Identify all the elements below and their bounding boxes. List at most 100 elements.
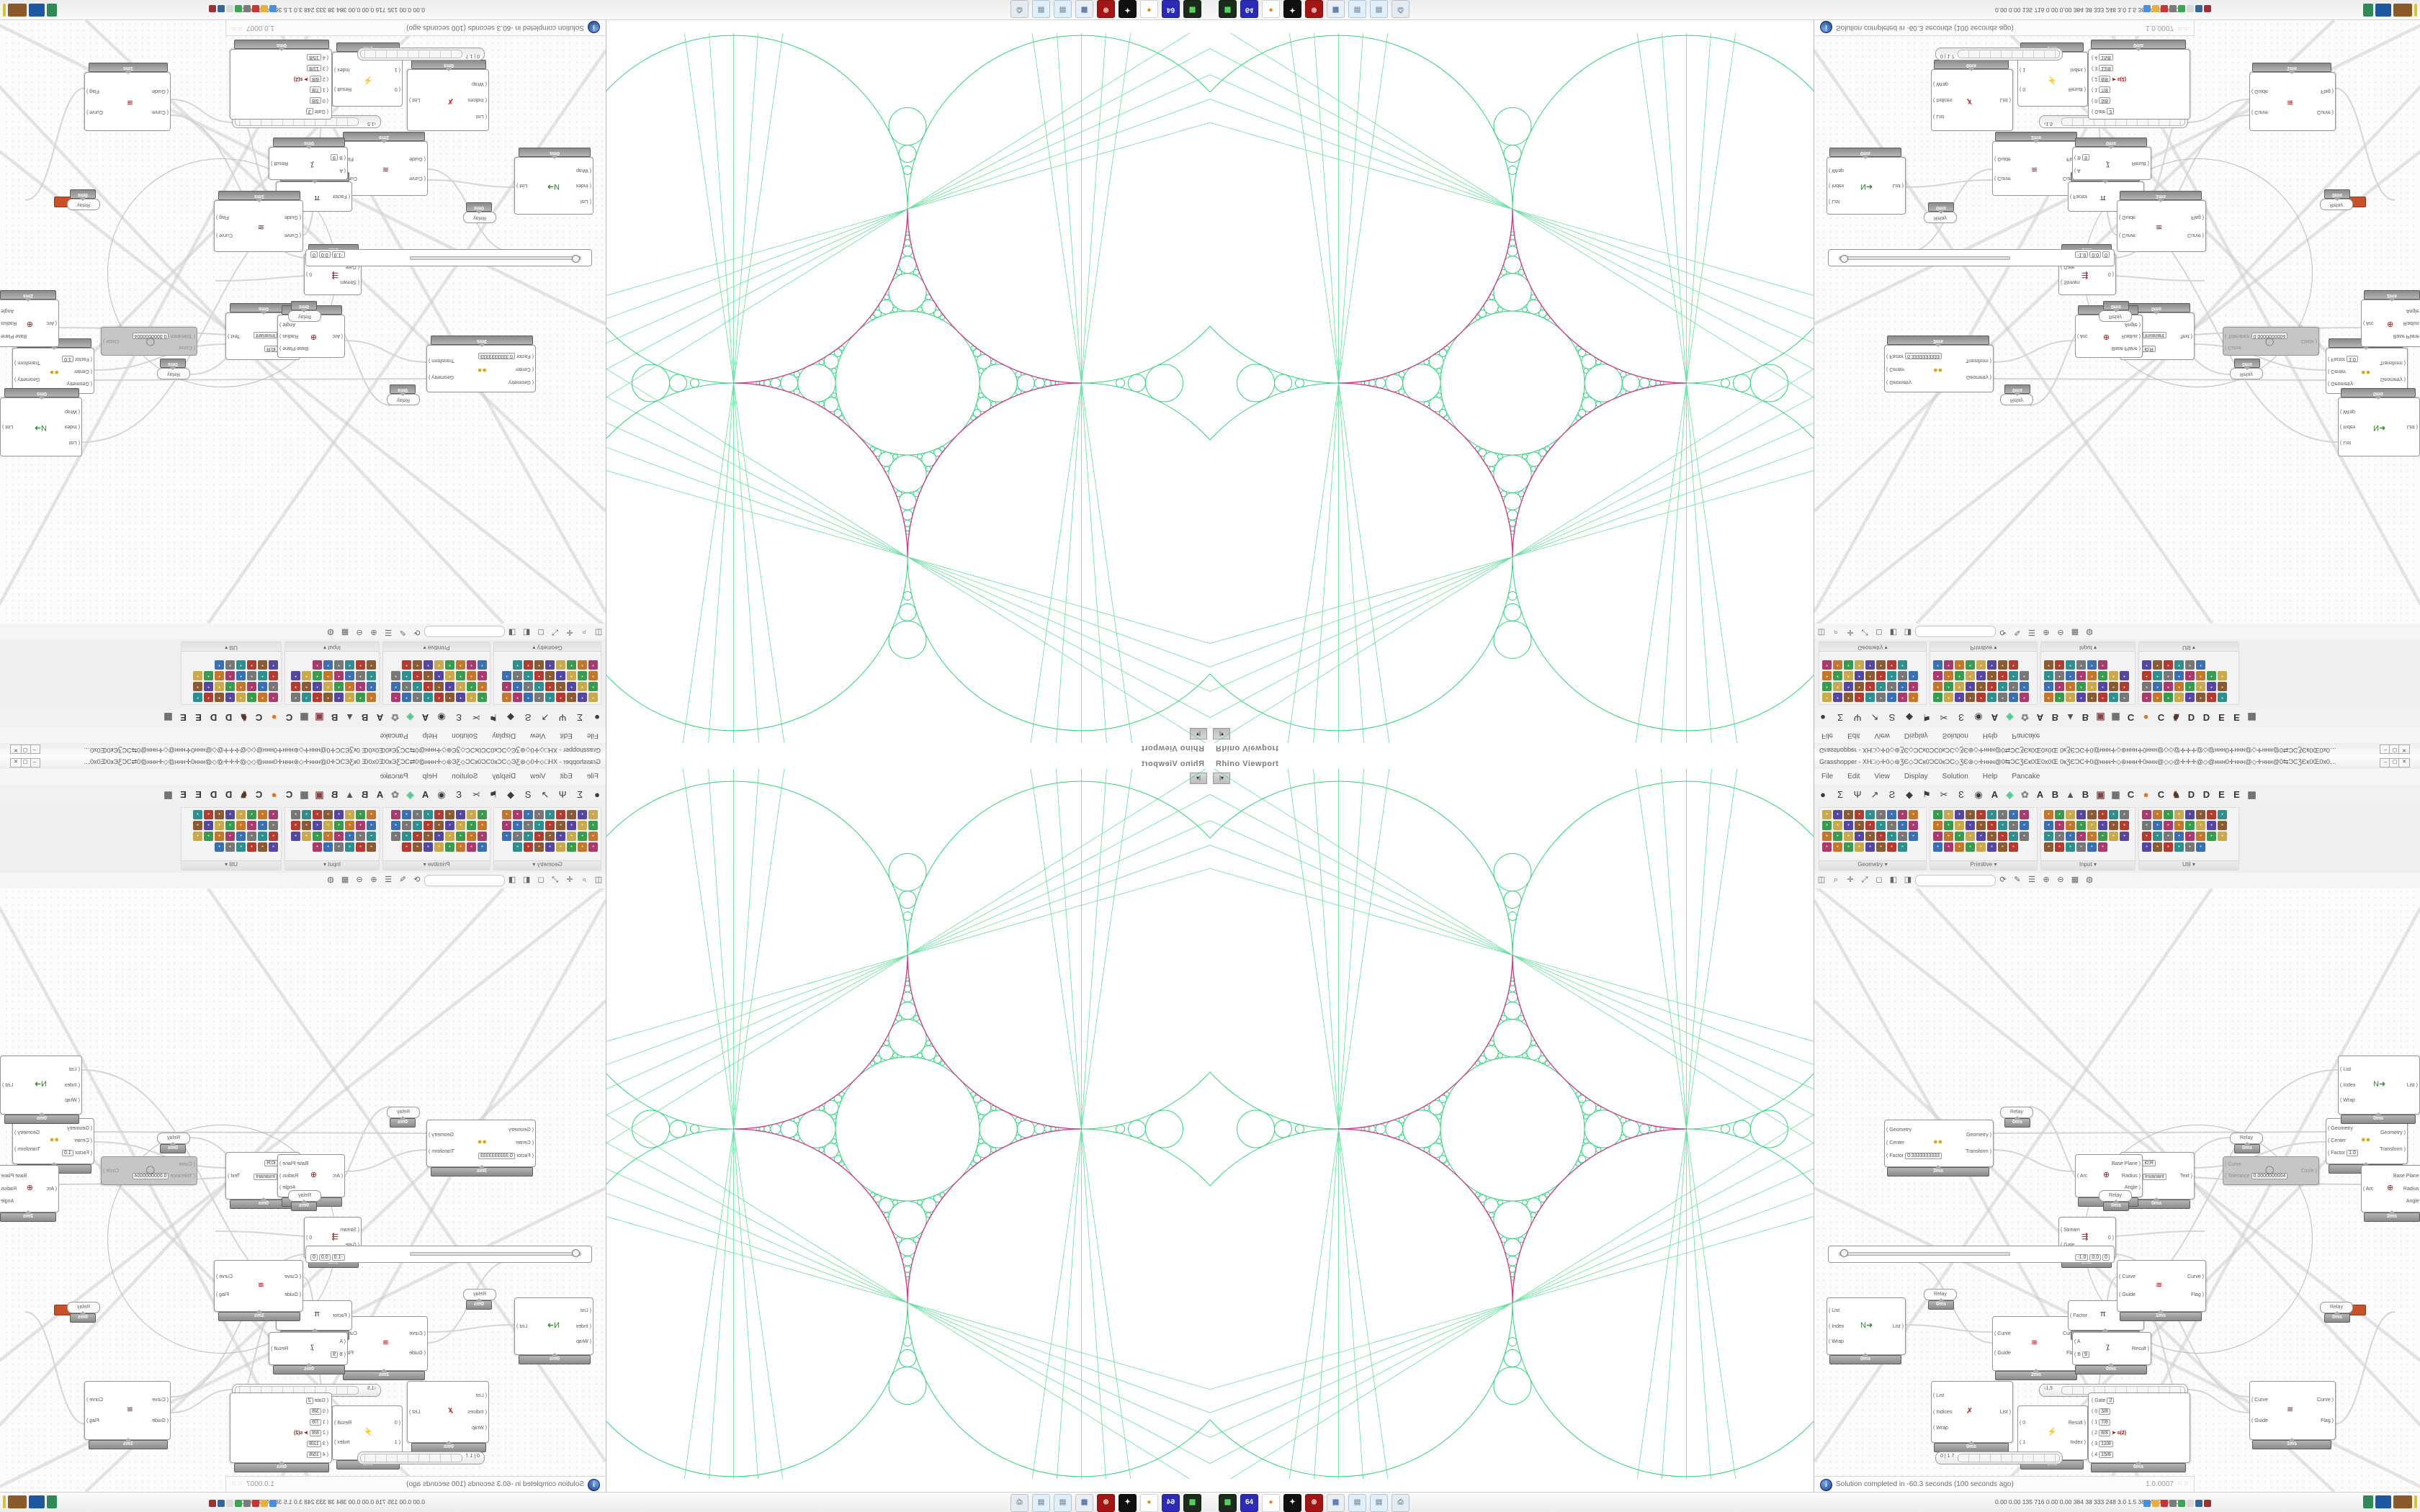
taskbar-app-red-badge[interactable]: ⊛	[1305, 1494, 1323, 1512]
component-icon[interactable]: •	[2142, 821, 2151, 830]
component-icon[interactable]: •	[534, 693, 544, 702]
port-output[interactable]: Curve )	[86, 109, 103, 114]
component-icon[interactable]: •	[1944, 693, 1953, 702]
component-icon[interactable]: •	[1998, 660, 2007, 670]
component-icon[interactable]: •	[1833, 842, 1842, 852]
component-icon[interactable]: •	[456, 821, 465, 830]
component-icon[interactable]: •	[247, 671, 256, 680]
port-output[interactable]: Radius )	[2403, 1186, 2420, 1192]
component-icon[interactable]: •	[323, 842, 333, 852]
component-icon[interactable]: •	[524, 671, 533, 680]
taskbar-app-notepad-2[interactable]: ▤	[1032, 0, 1050, 18]
toolbar-icon[interactable]: ✛	[1847, 876, 1854, 884]
component-icon[interactable]: •	[391, 693, 400, 702]
component-icon[interactable]: •	[1865, 660, 1875, 670]
component-icon[interactable]: •	[345, 693, 354, 702]
ribbon-tab[interactable]: E	[2233, 712, 2240, 723]
ribbon-tab-icon[interactable]: Σ	[1837, 712, 1844, 723]
taskbar-app-firefox[interactable]: ●	[1262, 1494, 1280, 1512]
ribbon-tab[interactable]: ▦	[2111, 712, 2120, 723]
component-icon[interactable]: •	[1855, 810, 1864, 819]
component-icon[interactable]: •	[323, 810, 333, 819]
component-icon[interactable]: •	[478, 660, 487, 670]
component-icon[interactable]: •	[1966, 682, 1975, 691]
port-output[interactable]: Index )	[2070, 1440, 2086, 1445]
component-icon[interactable]: •	[434, 832, 444, 841]
component-icon[interactable]: •	[193, 821, 202, 830]
component-icon[interactable]: •	[334, 682, 344, 691]
component-icon[interactable]: •	[1855, 682, 1864, 691]
component-icon[interactable]: •	[2185, 682, 2195, 691]
component-icon[interactable]: •	[269, 660, 278, 670]
component-icon[interactable]: •	[204, 671, 213, 680]
port-output[interactable]: Geometry )	[1966, 1132, 1991, 1138]
component-icon[interactable]: •	[2066, 821, 2075, 830]
component-icon[interactable]: •	[545, 660, 555, 670]
component-icon[interactable]: •	[2185, 810, 2195, 819]
rhino-viewport[interactable]: Rhino Viewport |▾	[1210, 756, 1814, 1492]
component-icon[interactable]: •	[269, 832, 278, 841]
port-input[interactable]: ( Guide	[1994, 1351, 2011, 1356]
gh-node[interactable]: ( List( Indices( Wrap List ) ✗	[407, 69, 489, 131]
port-input[interactable]: ( 1	[394, 1440, 400, 1445]
component-icon[interactable]: •	[215, 660, 224, 670]
component-icon[interactable]: •	[2207, 810, 2216, 819]
component-icon[interactable]: •	[567, 660, 576, 670]
component-icon[interactable]: •	[2009, 660, 2018, 670]
port-output[interactable]: Transform )	[429, 357, 454, 363]
gh-node[interactable]: ( List( Indices( Wrap List ) ✗	[407, 1381, 489, 1443]
component-icon[interactable]: •	[1944, 660, 1953, 670]
component-icon[interactable]: •	[1822, 832, 1832, 841]
ribbon-tab-icon[interactable]: Ψ	[558, 712, 567, 723]
component-icon[interactable]: •	[2153, 821, 2162, 830]
ribbon-tab[interactable]: A	[2036, 712, 2044, 723]
port-input[interactable]: ( Geometry	[2328, 381, 2354, 387]
component-icon[interactable]: •	[2218, 821, 2227, 830]
component-icon[interactable]: •	[1909, 810, 1918, 819]
component-icon[interactable]: •	[2098, 660, 2107, 670]
component-icon[interactable]: •	[456, 693, 465, 702]
port-output[interactable]: Base Plane )	[2111, 1161, 2141, 1167]
ribbon-tab[interactable]: D	[2187, 712, 2195, 723]
component-icon[interactable]: •	[215, 693, 224, 702]
component-icon[interactable]: •	[1976, 842, 1986, 852]
component-icon[interactable]: •	[236, 660, 246, 670]
component-icon[interactable]: •	[1966, 832, 1975, 841]
port-input[interactable]: ( Arc	[2363, 1186, 2374, 1192]
port-input[interactable]: ( Index	[2340, 424, 2356, 430]
taskbar-app-printer[interactable]: ⎙	[1010, 1494, 1028, 1512]
md-value[interactable]: 0.0	[2089, 251, 2102, 258]
menu-item-solution[interactable]: Solution	[1942, 773, 1968, 780]
port-output[interactable]: Circle )	[2300, 338, 2317, 344]
component-icon[interactable]: •	[2164, 660, 2173, 670]
component-icon[interactable]: •	[1955, 832, 1964, 841]
port-output[interactable]: Radius )	[279, 1173, 299, 1179]
ribbon-tab[interactable]: ♞	[2172, 789, 2181, 800]
gate-row[interactable]: ( 28/8 ➤ s(2)	[293, 1430, 328, 1436]
component-icon[interactable]: •	[1844, 671, 1853, 680]
gate-value[interactable]: 3/8	[2099, 97, 2110, 104]
component-icon[interactable]: •	[258, 693, 267, 702]
component-icon[interactable]: •	[534, 660, 544, 670]
component-icon[interactable]: •	[236, 693, 246, 702]
component-icon[interactable]: •	[588, 682, 598, 691]
component-icon[interactable]: •	[2087, 821, 2097, 830]
menu-item-edit[interactable]: Edit	[1847, 732, 1860, 739]
component-icon[interactable]: •	[2055, 682, 2064, 691]
ribbon-tab[interactable]: ♞	[239, 789, 248, 800]
gate-row[interactable]: ( 17/8	[310, 1419, 328, 1426]
menu-item-pancake[interactable]: Pancake	[380, 773, 408, 780]
component-icon[interactable]: •	[215, 821, 224, 830]
port-value[interactable]: 9	[2081, 154, 2089, 161]
slider-track[interactable]	[360, 1454, 462, 1462]
component-icon[interactable]: •	[1833, 671, 1842, 680]
component-icon[interactable]: •	[193, 682, 202, 691]
